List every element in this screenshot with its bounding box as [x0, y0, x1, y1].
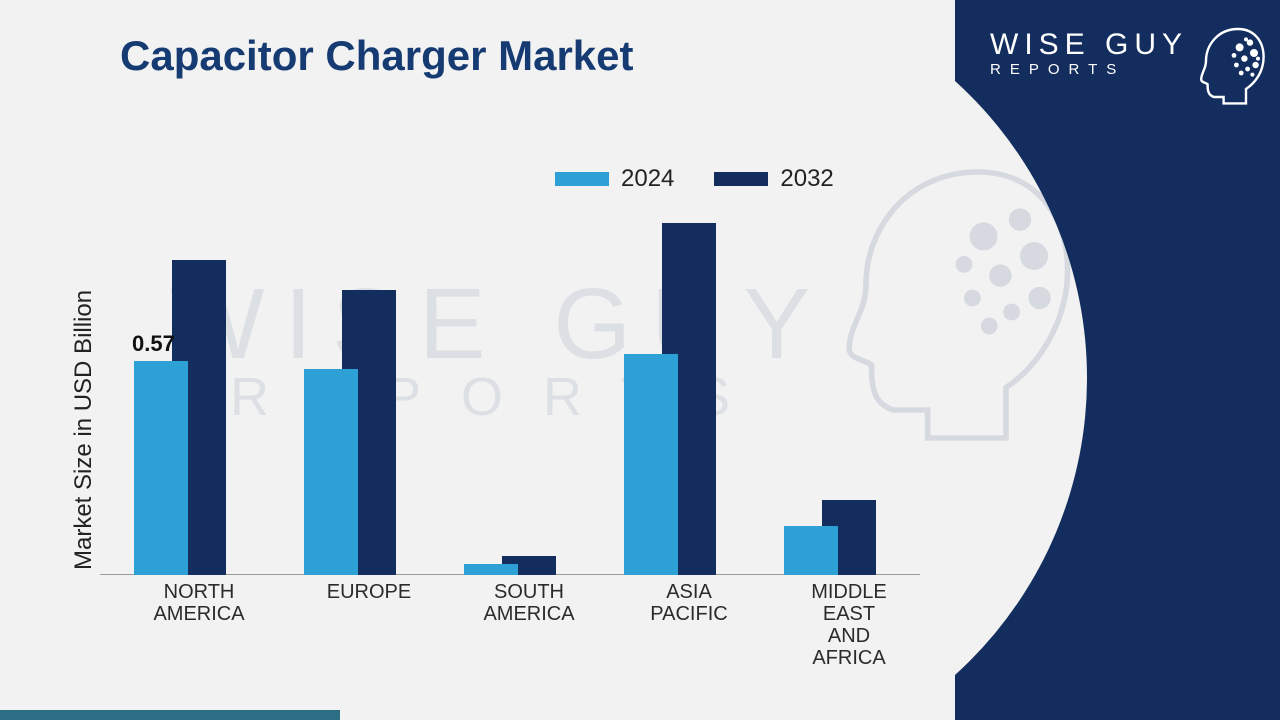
category-labels-row: NORTHAMERICA EUROPE SOUTHAMERICA ASIAPACIFI…	[100, 575, 920, 715]
category-label: SOUTHAMERICA	[459, 581, 599, 625]
brand-logo: WISE GUY REPORTS	[990, 30, 1188, 77]
category-label: EUROPE	[299, 581, 439, 603]
brand-logo-line2: REPORTS	[990, 62, 1188, 77]
legend-item-2024: 2024	[555, 165, 674, 193]
bar-group	[464, 200, 556, 575]
bar-group	[624, 200, 716, 575]
bar-value-label: 0.57	[132, 331, 175, 357]
bar-2024	[624, 354, 678, 575]
brand-logo-head-icon	[1190, 20, 1270, 110]
bar-2024	[464, 564, 518, 575]
brand-logo-line1: WISE GUY	[990, 30, 1188, 60]
chart-title: Capacitor Charger Market	[120, 32, 634, 80]
watermark-head-icon	[810, 150, 1090, 530]
bar-group: 0.57	[134, 200, 226, 575]
legend-swatch-2024	[555, 172, 609, 186]
plot-area: 0.57	[100, 200, 920, 575]
category-label: NORTHAMERICA	[129, 581, 269, 625]
legend: 2024 2032	[555, 165, 834, 193]
legend-swatch-2032	[714, 172, 768, 186]
legend-label-2024: 2024	[621, 165, 674, 193]
bar-2024	[134, 361, 188, 575]
category-label: MIDDLEEASTANDAFRICA	[779, 581, 919, 669]
bar-2024	[304, 369, 358, 575]
canvas: WISE GUY REPORTS Market Size in USD Bill…	[0, 0, 1280, 720]
bar-group	[304, 200, 396, 575]
category-label: ASIAPACIFIC	[619, 581, 759, 625]
bar-2024	[784, 526, 838, 575]
y-axis-label: Market Size in USD Billion	[70, 290, 98, 570]
